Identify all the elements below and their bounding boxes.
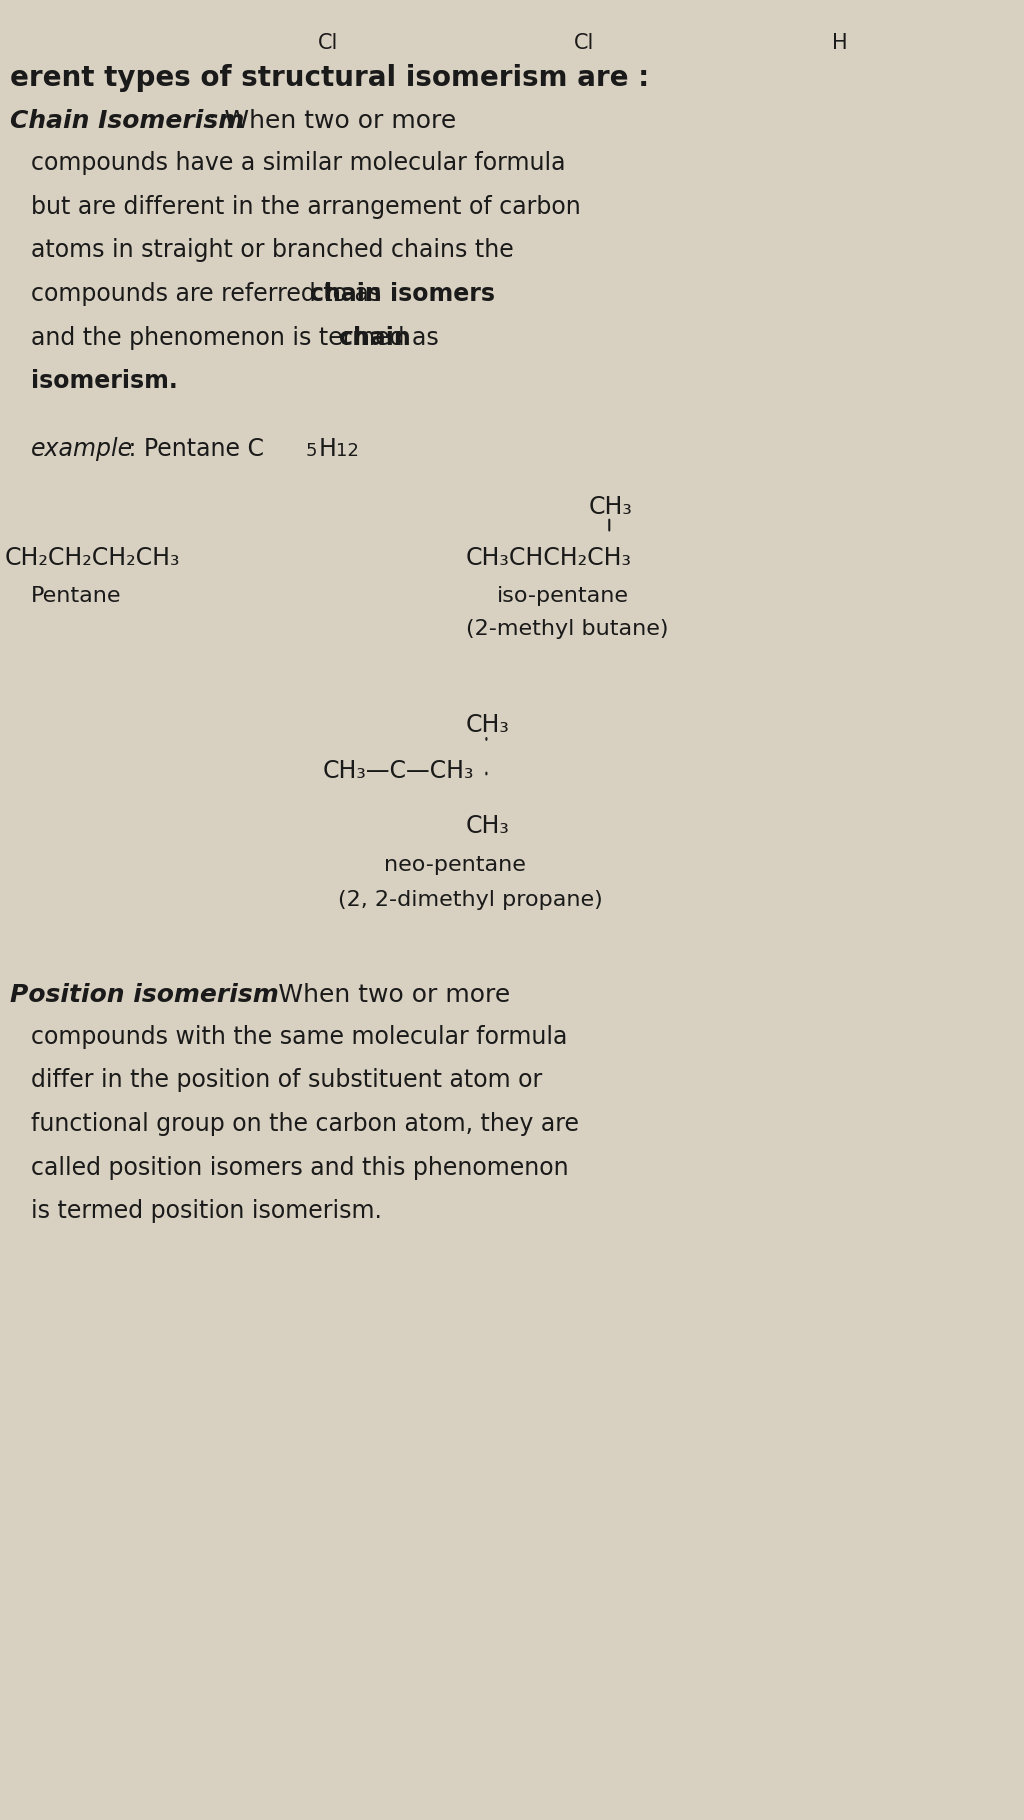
Text: : When two or more: : When two or more	[254, 983, 510, 1006]
Text: CH₂CH₂CH₂CH₃: CH₂CH₂CH₂CH₃	[5, 546, 180, 570]
Text: compounds have a similar molecular formula: compounds have a similar molecular formu…	[31, 151, 565, 175]
Text: CH₃—C—CH₃: CH₃—C—CH₃	[323, 759, 474, 783]
Text: called position isomers and this phenomenon: called position isomers and this phenome…	[31, 1156, 568, 1179]
Text: CH₃: CH₃	[589, 495, 633, 519]
Text: CH₃: CH₃	[466, 814, 510, 837]
Text: differ in the position of substituent atom or: differ in the position of substituent at…	[31, 1068, 542, 1092]
Text: 5: 5	[305, 442, 316, 460]
Text: H: H	[831, 33, 848, 53]
Text: (2, 2-dimethyl propane): (2, 2-dimethyl propane)	[338, 890, 603, 910]
Text: 12: 12	[336, 442, 358, 460]
Text: compounds with the same molecular formula: compounds with the same molecular formul…	[31, 1025, 567, 1048]
Text: Pentane: Pentane	[31, 586, 121, 606]
Text: CH₃: CH₃	[466, 713, 510, 737]
Text: isomerism.: isomerism.	[31, 369, 177, 393]
Text: is termed position isomerism.: is termed position isomerism.	[31, 1199, 382, 1223]
Text: Cl: Cl	[317, 33, 338, 53]
Text: and the phenomenon is termed as: and the phenomenon is termed as	[31, 326, 446, 349]
Text: chain: chain	[339, 326, 411, 349]
Text: H: H	[318, 437, 336, 460]
Text: example: example	[31, 437, 133, 460]
Text: compounds are referred to as: compounds are referred to as	[31, 282, 388, 306]
Text: : When two or more: : When two or more	[200, 109, 456, 133]
Text: : Pentane C: : Pentane C	[121, 437, 264, 460]
Text: Cl: Cl	[573, 33, 594, 53]
Text: functional group on the carbon atom, they are: functional group on the carbon atom, the…	[31, 1112, 579, 1136]
Text: neo-pentane: neo-pentane	[384, 855, 526, 875]
Text: but are different in the arrangement of carbon: but are different in the arrangement of …	[31, 195, 581, 218]
Text: Position isomerism: Position isomerism	[10, 983, 279, 1006]
Text: erent types of structural isomerism are :: erent types of structural isomerism are …	[10, 64, 649, 91]
Text: chain isomers: chain isomers	[310, 282, 495, 306]
Text: (2-methyl butane): (2-methyl butane)	[466, 619, 669, 639]
Text: iso-pentane: iso-pentane	[497, 586, 629, 606]
Text: Chain Isomerism: Chain Isomerism	[10, 109, 245, 133]
Text: CH₃CHCH₂CH₃: CH₃CHCH₂CH₃	[466, 546, 632, 570]
Text: atoms in straight or branched chains the: atoms in straight or branched chains the	[31, 238, 513, 262]
